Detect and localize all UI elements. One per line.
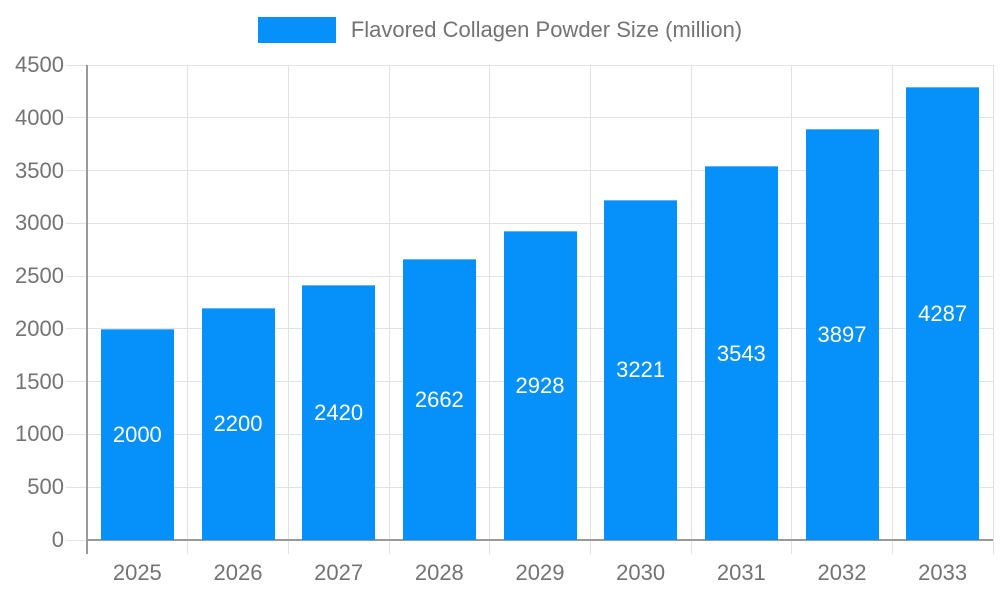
- v-gridline: [489, 65, 491, 540]
- v-gridline: [891, 65, 893, 540]
- bar-value-label: 2200: [213, 411, 263, 437]
- bar-value-label: 2000: [112, 421, 162, 447]
- bar-2032[interactable]: 3897: [805, 128, 879, 540]
- x-axis-category-label: 2030: [616, 560, 666, 585]
- y-axis-tick-label: 3500: [15, 157, 64, 183]
- y-axis-tick: [66, 275, 87, 277]
- y-axis-tick-label: 0: [51, 527, 64, 552]
- bar-value-label: 3543: [716, 340, 766, 366]
- bar-2029[interactable]: 2928: [503, 230, 577, 540]
- bar-2031[interactable]: 3543: [704, 166, 778, 540]
- bar-value-label: 2420: [314, 399, 364, 425]
- y-axis-tick: [66, 117, 87, 119]
- y-axis-line: [86, 65, 88, 554]
- y-axis-tick: [66, 328, 87, 330]
- y-axis-tick-label: 2500: [15, 263, 64, 289]
- bar-value-label: 3221: [616, 357, 666, 383]
- x-axis-category-label: 2031: [716, 560, 766, 585]
- legend-swatch[interactable]: [257, 17, 336, 43]
- bar-2028[interactable]: 2662: [402, 259, 476, 540]
- v-gridline: [388, 65, 390, 540]
- y-axis-tick-label: 4500: [15, 52, 64, 77]
- y-axis-tick: [66, 381, 87, 383]
- h-gridline: [87, 117, 993, 119]
- bar-value-label: 2662: [414, 386, 464, 412]
- y-axis-tick-label: 3000: [15, 210, 64, 236]
- v-gridline: [690, 65, 692, 540]
- x-axis-category-label: 2026: [213, 560, 263, 585]
- bar-value-label: 3897: [817, 321, 867, 347]
- bar-value-label: 2928: [515, 372, 565, 398]
- bar-value-label: 4287: [918, 301, 968, 327]
- v-gridline: [992, 65, 994, 540]
- x-axis-tick: [791, 540, 793, 554]
- x-axis-tick: [992, 540, 994, 554]
- y-axis-tick: [66, 433, 87, 435]
- y-axis-tick: [66, 486, 87, 488]
- v-gridline: [187, 65, 189, 540]
- y-axis-tick: [66, 539, 87, 541]
- bar-2027[interactable]: 2420: [302, 284, 376, 540]
- x-axis-tick: [589, 540, 591, 554]
- x-axis-tick: [489, 540, 491, 554]
- y-axis-tick-label: 4000: [15, 104, 64, 130]
- x-axis-category-label: 2027: [314, 560, 364, 585]
- x-axis-tick: [891, 540, 893, 554]
- y-axis-tick-label: 1500: [15, 368, 64, 394]
- y-axis-tick-label: 1000: [15, 421, 64, 447]
- x-axis-category-label: 2025: [112, 560, 162, 585]
- y-axis-tick: [66, 222, 87, 224]
- legend-series-label[interactable]: Flavored Collagen Powder Size (million): [350, 17, 743, 42]
- h-gridline: [87, 64, 993, 66]
- bar-2030[interactable]: 3221: [604, 200, 678, 540]
- bar-2025[interactable]: 2000: [100, 328, 174, 540]
- x-axis-category-label: 2028: [414, 560, 464, 585]
- x-axis-category-label: 2032: [817, 560, 867, 585]
- bar-2033[interactable]: 4287: [906, 87, 980, 540]
- y-axis-tick: [66, 170, 87, 172]
- bar-2026[interactable]: 2200: [201, 307, 275, 540]
- v-gridline: [287, 65, 289, 540]
- v-gridline: [791, 65, 793, 540]
- x-axis-tick: [187, 540, 189, 554]
- x-axis-tick: [690, 540, 692, 554]
- x-axis-line: [87, 539, 993, 541]
- y-axis-tick-label: 500: [27, 474, 64, 500]
- x-axis-category-label: 2029: [515, 560, 565, 585]
- y-axis-tick-label: 2000: [15, 315, 64, 341]
- chart-legend[interactable]: Flavored Collagen Powder Size (million): [0, 17, 1000, 43]
- h-gridline: [87, 170, 993, 172]
- h-gridline: [87, 222, 993, 224]
- x-axis-tick: [287, 540, 289, 554]
- v-gridline: [589, 65, 591, 540]
- y-axis-tick: [66, 64, 87, 66]
- x-axis-tick: [388, 540, 390, 554]
- x-axis-category-label: 2033: [918, 560, 968, 585]
